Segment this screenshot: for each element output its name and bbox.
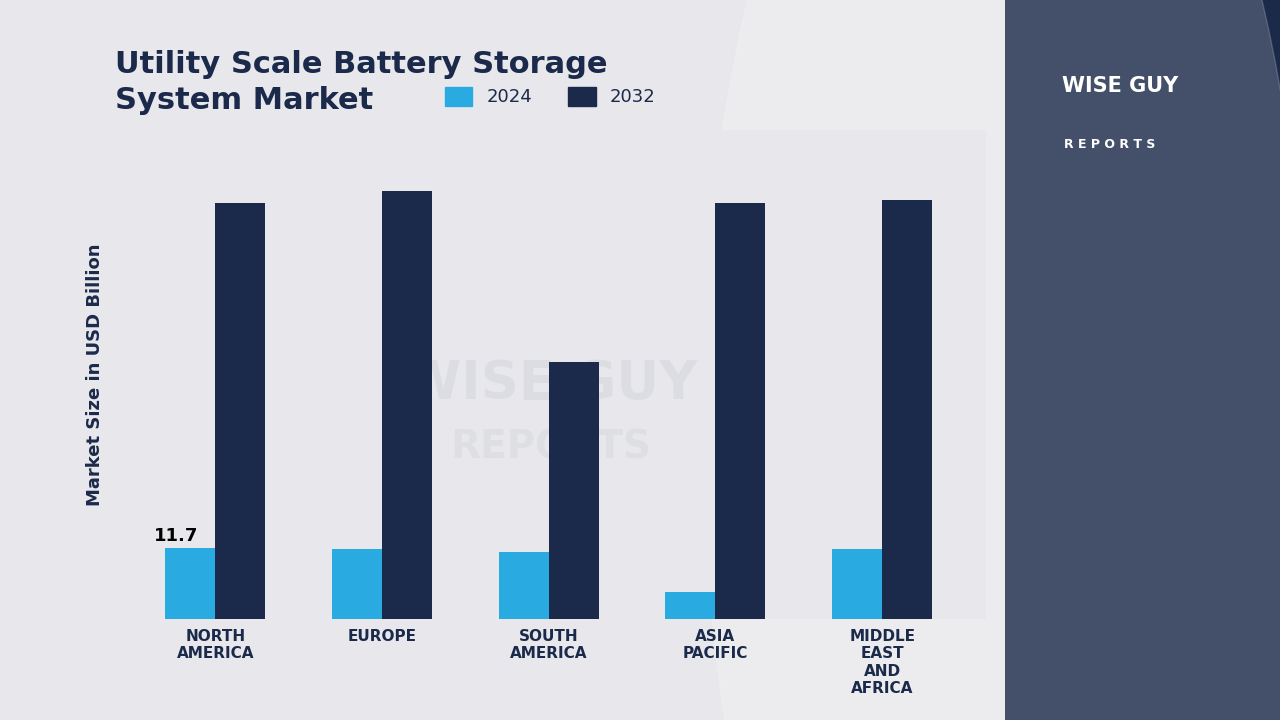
Y-axis label: Market Size in USD Billion: Market Size in USD Billion	[86, 243, 104, 505]
Bar	[716, 203, 765, 619]
Bar	[832, 549, 882, 619]
Text: R E P O R T S: R E P O R T S	[1064, 138, 1155, 150]
Text: WISE GUY: WISE GUY	[403, 358, 698, 410]
Bar	[381, 191, 433, 619]
Bar	[882, 200, 932, 619]
Circle shape	[703, 0, 1280, 720]
Bar	[332, 549, 381, 619]
Bar	[549, 362, 599, 619]
Text: 11.7: 11.7	[154, 526, 198, 544]
Text: Utility Scale Battery Storage
System Market: Utility Scale Battery Storage System Mar…	[115, 50, 608, 115]
Bar	[499, 552, 549, 619]
Bar	[215, 203, 265, 619]
Text: WISE GUY: WISE GUY	[1062, 76, 1179, 96]
Text: REPORTS: REPORTS	[449, 429, 652, 467]
Bar	[165, 548, 215, 619]
Bar	[666, 592, 716, 619]
Legend: 2024, 2032: 2024, 2032	[438, 80, 663, 114]
